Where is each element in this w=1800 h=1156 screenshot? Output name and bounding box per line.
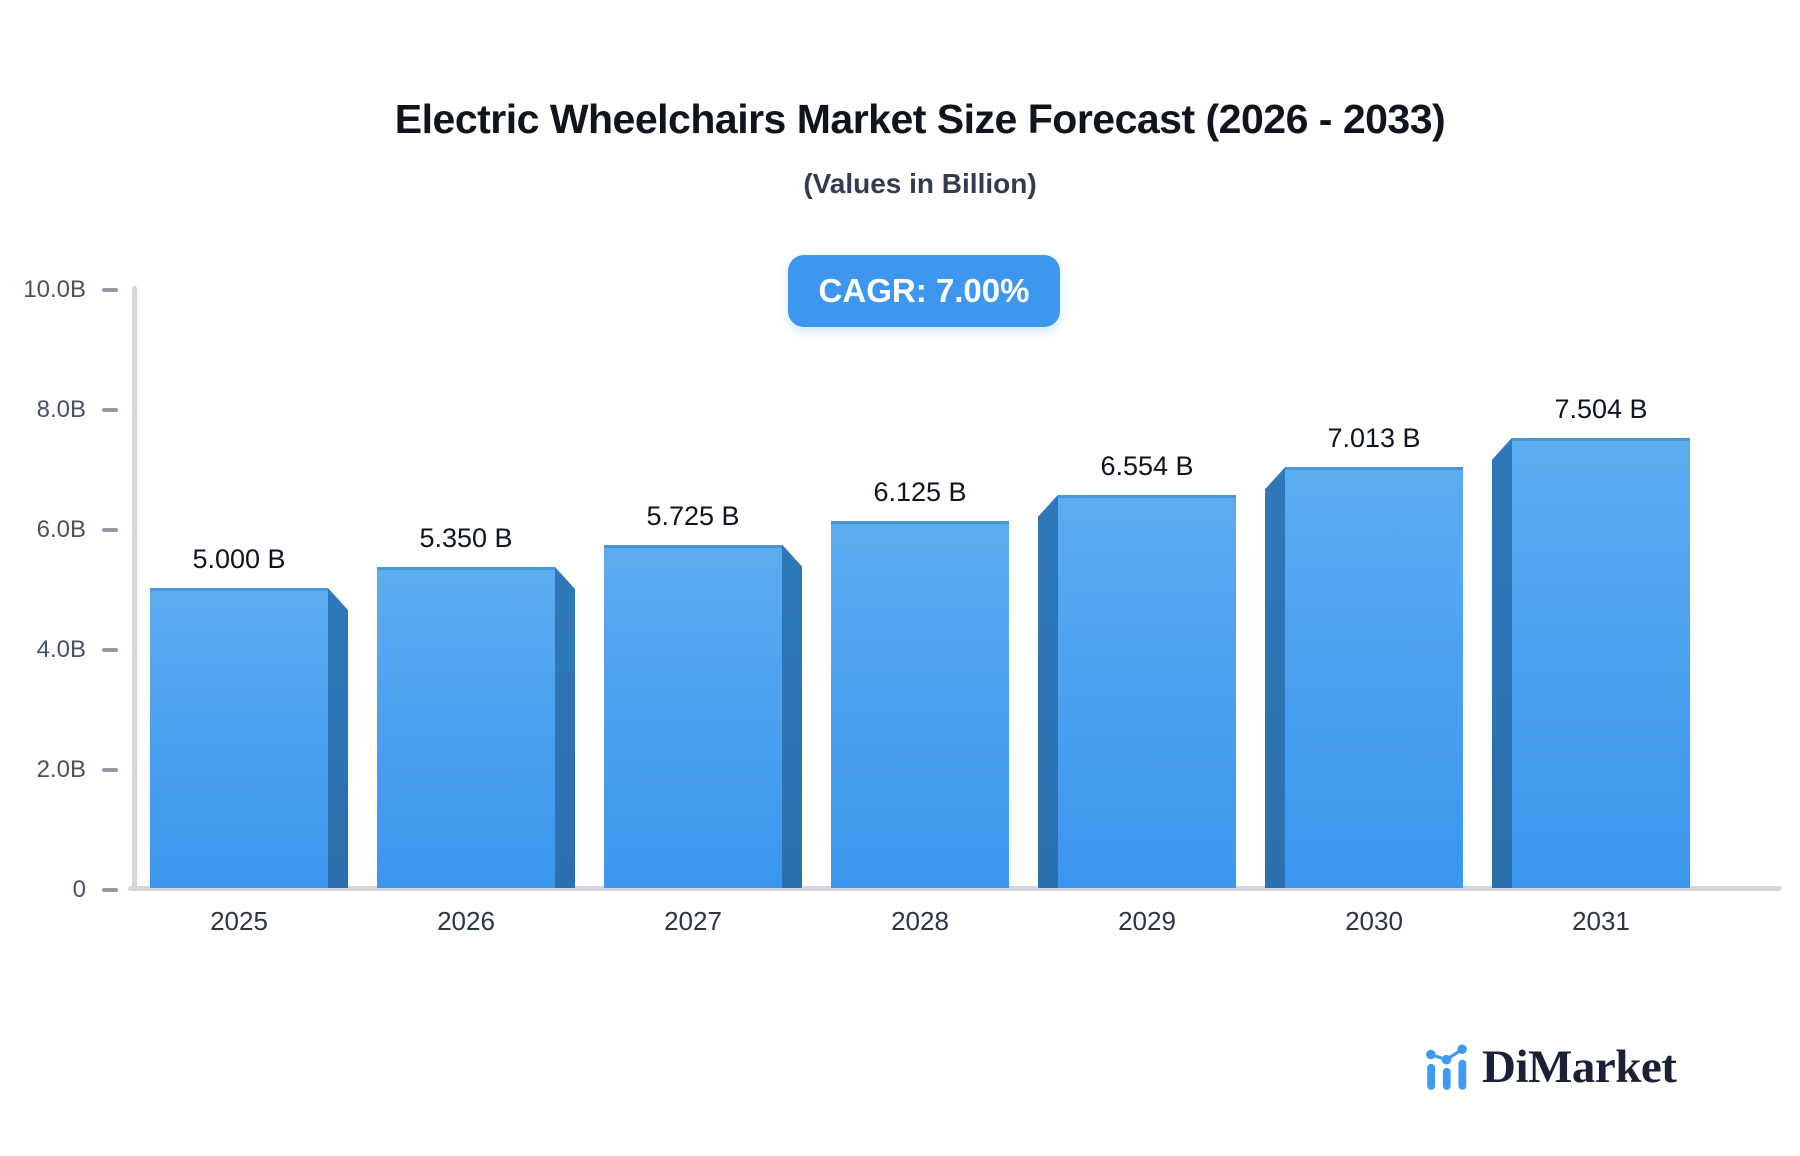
- y-axis-tick-mark: [102, 528, 118, 532]
- brand-logo: DiMarket: [1424, 1040, 1677, 1093]
- y-axis-line: [132, 286, 137, 890]
- x-axis-label: 2030: [1345, 906, 1403, 936]
- x-axis-line: [128, 886, 1782, 891]
- bar-value-label: 7.504 B: [1554, 393, 1648, 424]
- brand-name: DiMarket: [1482, 1040, 1677, 1093]
- bar-2031: [1512, 437, 1690, 888]
- brand-chart-icon: [1426, 1044, 1467, 1090]
- y-axis-tick-mark: [102, 408, 118, 412]
- bar-side-face: [1265, 467, 1285, 888]
- x-axis-label: 2027: [664, 906, 722, 936]
- y-axis-tick-label: 10.0B: [23, 276, 86, 303]
- y-axis-tick-label: 4.0B: [36, 636, 86, 663]
- y-axis-tick-label: 6.0B: [36, 516, 86, 543]
- bar-2028: [831, 520, 1009, 888]
- y-axis-tick-label: 0: [72, 876, 86, 903]
- chart-title: Electric Wheelchairs Market Size Forecas…: [394, 96, 1446, 142]
- bar-side-face: [1038, 494, 1058, 888]
- y-axis-tick-mark: [102, 888, 118, 892]
- bar-side-face: [328, 588, 348, 888]
- bar-side-face: [555, 567, 575, 888]
- bar-side-face: [782, 544, 802, 888]
- bar-side-face: [1492, 437, 1512, 888]
- bar-2026: [377, 567, 555, 888]
- cagr-badge: CAGR: 7.00%: [788, 255, 1060, 327]
- x-axis-label: 2029: [1118, 906, 1176, 936]
- x-axis-label: 2028: [891, 906, 949, 936]
- y-axis-tick-label: 8.0B: [36, 396, 86, 423]
- bar-2029: [1058, 494, 1236, 888]
- bar-value-label: 5.000 B: [192, 544, 286, 574]
- bar-2025: [150, 588, 328, 888]
- chart-subtitle: (Values in Billion): [803, 168, 1037, 199]
- x-axis-label: 2025: [210, 906, 268, 936]
- x-axis-label: 2026: [437, 906, 495, 936]
- bar-value-label: 5.725 B: [646, 500, 740, 531]
- y-axis-tick-mark: [102, 288, 118, 292]
- x-axis-label: 2031: [1572, 906, 1630, 936]
- y-axis-tick-mark: [102, 648, 118, 652]
- bar-2030: [1285, 467, 1463, 888]
- y-axis-tick-label: 2.0B: [36, 756, 86, 783]
- bar-value-label: 6.554 B: [1100, 450, 1194, 481]
- bar-2027: [604, 544, 782, 888]
- bar-value-label: 5.350 B: [419, 523, 513, 553]
- bar-value-label: 6.125 B: [873, 476, 967, 507]
- y-axis-tick-mark: [102, 768, 118, 772]
- bar-value-label: 7.013 B: [1327, 423, 1421, 454]
